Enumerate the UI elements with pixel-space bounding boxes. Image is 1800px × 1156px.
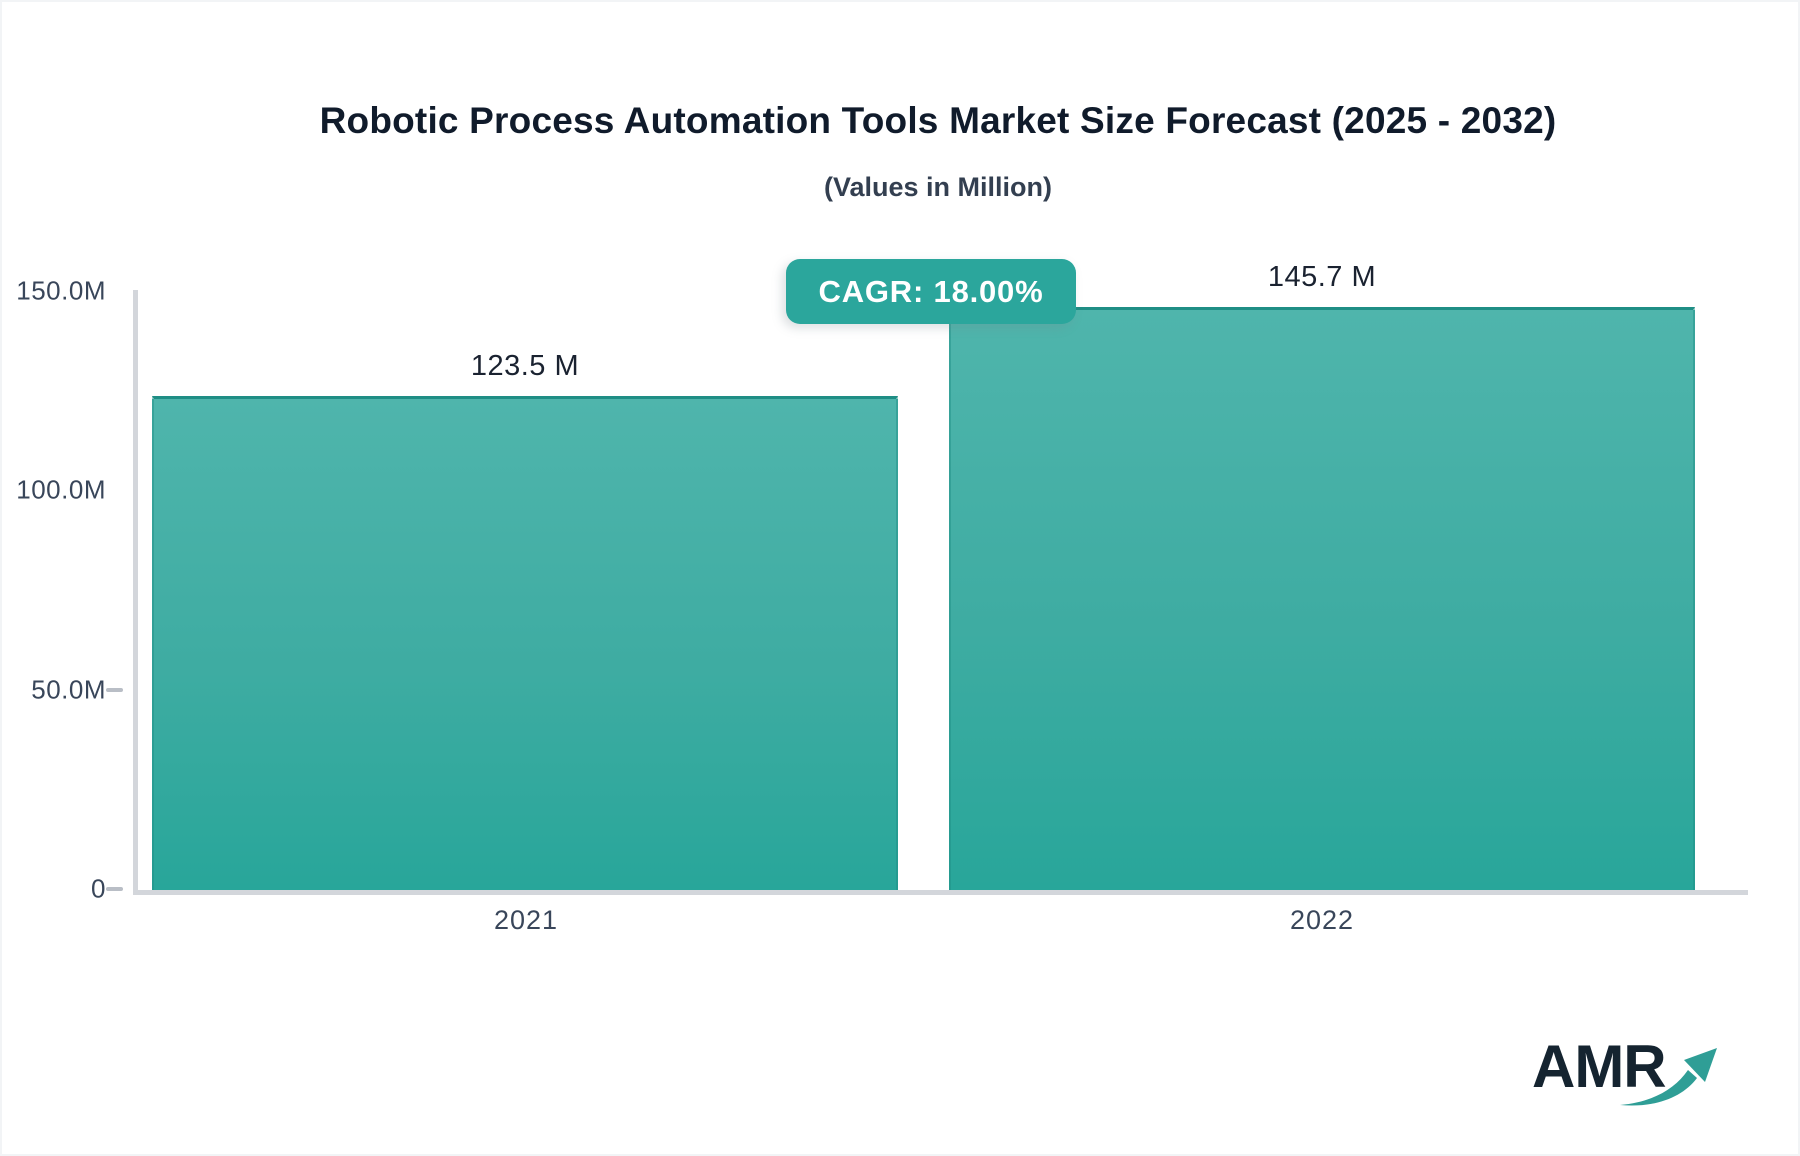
y-tick-label-50: 50.0M — [31, 674, 106, 705]
brand-logo-text: AMR — [1532, 1033, 1667, 1100]
growth-arrow-icon — [1620, 1048, 1717, 1106]
chart-title: Robotic Process Automation Tools Market … — [319, 100, 1557, 141]
x-tick-label-2021: 2021 — [493, 905, 559, 935]
bar-value-label-2022: 145.7 M — [1267, 261, 1377, 294]
y-tick-label-150: 150.0M — [16, 275, 106, 306]
y-tick-label-100: 100.0M — [16, 474, 106, 505]
bar-group-2021: 123.5 M — [152, 350, 898, 890]
y-tick-mark-0 — [106, 887, 123, 891]
x-tick-label-2022: 2022 — [1289, 905, 1355, 935]
y-tick-mark-50 — [106, 688, 123, 692]
cagr-badge: CAGR: 18.00% — [786, 259, 1076, 324]
plot-area: 123.5 M 145.7 M — [133, 261, 1748, 895]
bar-2021 — [152, 396, 898, 890]
cagr-badge-label: CAGR: 18.00% — [818, 273, 1044, 309]
chart-subtitle: (Values in Million) — [823, 172, 1053, 202]
brand-logo: AMR — [1532, 1032, 1722, 1112]
bar-group-2022: 145.7 M — [949, 261, 1695, 890]
y-tick-label-0: 0 — [91, 873, 106, 904]
bar-2022 — [949, 307, 1695, 890]
bar-value-label-2021: 123.5 M — [470, 350, 580, 382]
